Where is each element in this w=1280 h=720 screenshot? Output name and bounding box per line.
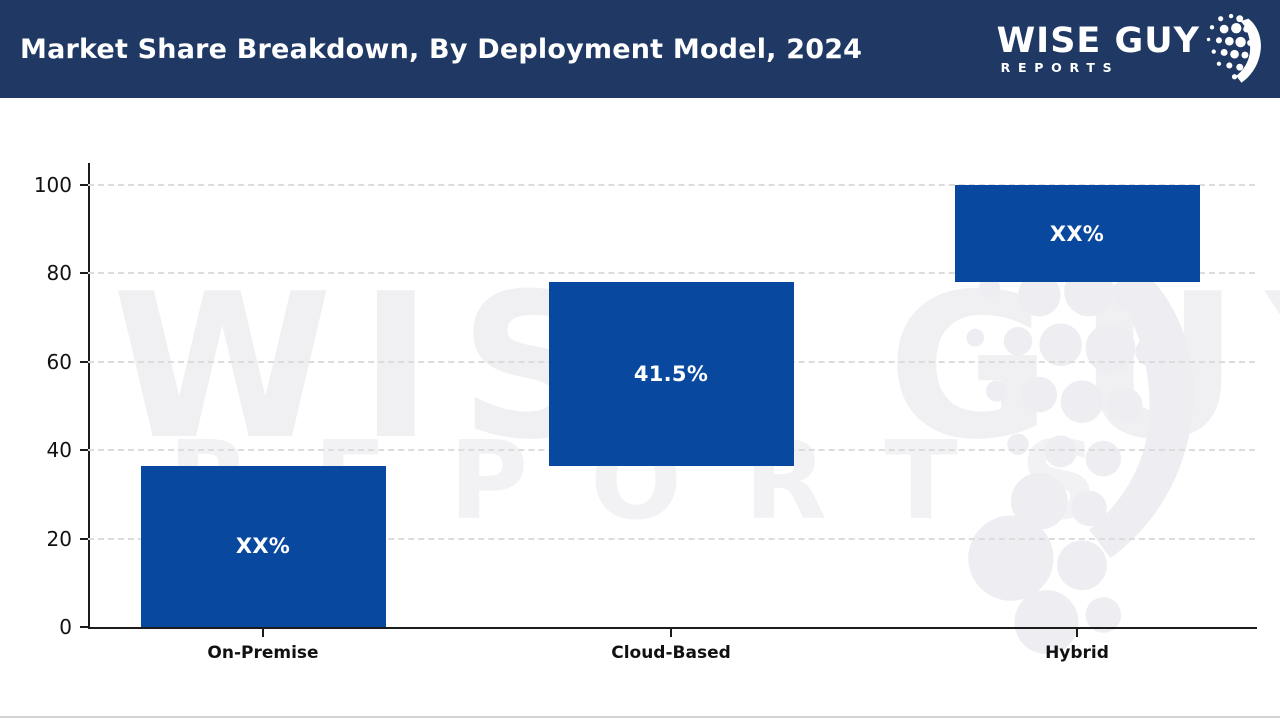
bar-value-label: 41.5% — [633, 362, 709, 386]
x-category-label-On-Premise: On-Premise — [207, 643, 319, 663]
gridline-y100 — [88, 184, 1255, 187]
y-tick-mark-40 — [80, 449, 88, 452]
bottom-divider — [0, 716, 1280, 718]
page-title: Market Share Breakdown, By Deployment Mo… — [20, 33, 863, 65]
y-tick-label-20: 20 — [46, 526, 72, 551]
brand-logo: WISE GUY REPORTS — [997, 6, 1264, 92]
plot-area — [88, 163, 1257, 629]
bar-value-label: XX% — [235, 534, 291, 559]
y-tick-mark-60 — [80, 360, 88, 363]
y-tick-label-80: 80 — [46, 261, 72, 286]
brand-dot-head-icon — [1206, 13, 1261, 83]
x-tick-mark-Hybrid — [1076, 629, 1078, 637]
y-tick-mark-20 — [80, 537, 88, 540]
y-tick-label-100: 100 — [33, 173, 72, 198]
y-tick-label-60: 60 — [46, 349, 72, 374]
x-tick-mark-Cloud-Based — [670, 629, 672, 637]
brand-name: WISE GUY — [996, 20, 1200, 61]
bar-On-Premise: XX% — [140, 465, 386, 627]
gridline-y80 — [88, 272, 1255, 275]
y-tick-mark-100 — [80, 184, 88, 187]
brand-subtitle: REPORTS — [1000, 59, 1120, 75]
header-bar: Market Share Breakdown, By Deployment Mo… — [0, 0, 1280, 98]
brand-text: WISE GUY REPORTS — [996, 20, 1200, 75]
bar-Cloud-Based: 41.5% — [548, 282, 794, 466]
y-tick-mark-0 — [80, 626, 88, 628]
bar-Hybrid: XX% — [954, 185, 1200, 283]
y-tick-label-40: 40 — [46, 438, 72, 463]
watermark-dot-head-icon — [966, 231, 1194, 655]
gridline-y20 — [88, 537, 1255, 540]
y-tick-label-0: 0 — [59, 615, 72, 639]
bar-value-label: XX% — [1049, 221, 1105, 246]
y-tick-mark-80 — [80, 272, 88, 275]
x-category-label-Cloud-Based: Cloud-Based — [611, 643, 731, 663]
x-tick-mark-On-Premise — [262, 629, 264, 637]
x-category-label-Hybrid: Hybrid — [1045, 643, 1109, 663]
